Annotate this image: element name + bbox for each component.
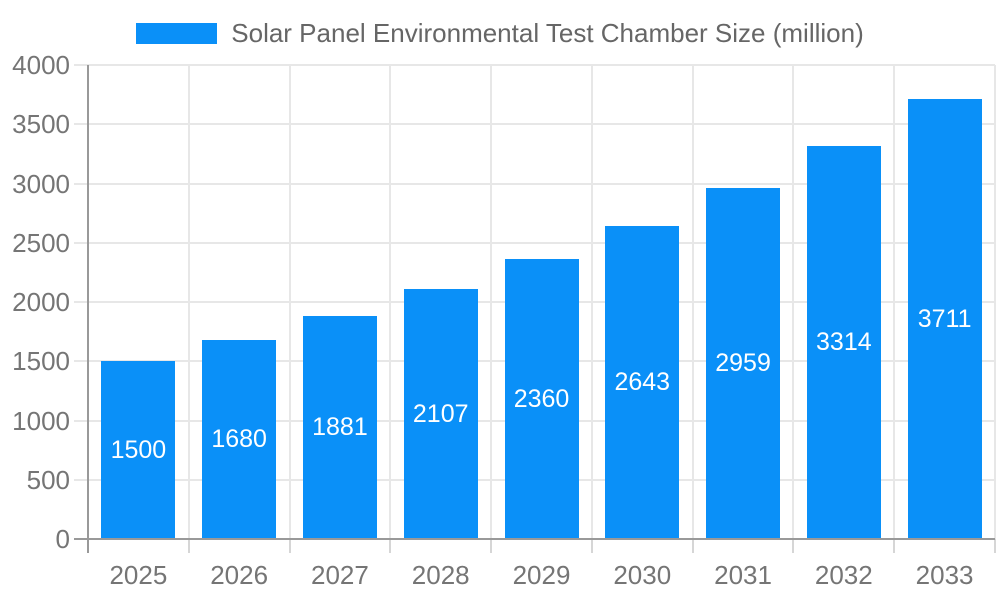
x-axis-tick	[792, 539, 795, 553]
legend-swatch-icon	[136, 22, 218, 44]
bar-2029: 2360	[504, 259, 579, 539]
bar-value-label: 3711	[917, 304, 972, 333]
y-axis-tick	[74, 419, 88, 422]
y-axis-tick	[74, 241, 88, 244]
gridline-vertical	[288, 65, 291, 539]
y-axis-tick	[74, 123, 88, 126]
bar-value-label: 3314	[816, 328, 872, 357]
x-axis-tick	[288, 539, 291, 553]
x-axis-tick-label: 2031	[714, 560, 772, 590]
bar-value-label: 1500	[110, 435, 167, 464]
x-axis-tick	[893, 539, 896, 553]
x-axis-tick-label: 2030	[613, 560, 672, 590]
chart-legend[interactable]: Solar Panel Environmental Test Chamber S…	[0, 17, 1000, 48]
bar-value-label: 1881	[312, 413, 368, 442]
bar-2026: 1680	[202, 339, 277, 539]
bar-value-label: 1680	[211, 424, 267, 453]
bar-value-label: 2959	[715, 349, 771, 378]
y-axis-line	[87, 65, 89, 553]
y-axis-tick-label: 0	[55, 524, 70, 554]
y-axis-tick	[74, 64, 88, 66]
gridline-vertical	[389, 65, 392, 539]
x-axis-tick-label: 2033	[915, 560, 974, 590]
y-axis-tick-label: 3500	[12, 109, 70, 140]
bar-2030: 2643	[605, 225, 680, 539]
y-axis-tick	[74, 360, 88, 363]
bar-2031: 2959	[706, 188, 781, 539]
x-axis-tick	[590, 539, 593, 553]
gridline-vertical	[994, 65, 996, 539]
y-axis-tick-label: 2500	[12, 227, 70, 258]
gridline-vertical	[590, 65, 593, 539]
y-axis-tick-label: 3000	[12, 168, 70, 199]
bar-2033: 3711	[907, 99, 982, 539]
gridline-horizontal	[88, 123, 995, 126]
y-axis-tick	[74, 182, 88, 185]
x-axis-tick-label: 2025	[109, 560, 168, 590]
gridline-vertical	[691, 65, 694, 539]
gridline-vertical	[187, 65, 190, 539]
bar-value-label: 2360	[513, 384, 570, 413]
x-axis-tick	[187, 539, 190, 553]
x-axis-tick-label: 2032	[814, 560, 873, 590]
x-axis-tick-label: 2029	[512, 560, 571, 590]
gridline-horizontal	[88, 64, 995, 66]
x-axis-tick-label: 2028	[411, 560, 470, 590]
y-axis-tick-label: 1000	[12, 405, 70, 436]
x-axis-line	[74, 538, 995, 540]
x-axis-tick-label: 2027	[311, 560, 369, 590]
legend-label: Solar Panel Environmental Test Chamber S…	[231, 17, 864, 48]
gridline-vertical	[893, 65, 896, 539]
x-axis-tick	[691, 539, 694, 553]
bar-value-label: 2643	[614, 367, 671, 396]
y-axis-tick-label: 1500	[12, 346, 70, 377]
x-axis-tick	[490, 539, 493, 553]
x-axis-tick	[389, 539, 392, 553]
gridline-vertical	[490, 65, 493, 539]
bar-2025: 1500	[101, 361, 176, 539]
bar-2028: 2107	[403, 289, 478, 539]
gridline-horizontal	[88, 241, 995, 244]
bar-2027: 1881	[302, 316, 377, 539]
gridline-vertical	[792, 65, 795, 539]
x-axis-tick-label: 2026	[210, 560, 269, 590]
gridline-horizontal	[88, 182, 995, 185]
x-axis-tick	[994, 539, 996, 553]
y-axis-tick	[74, 301, 88, 303]
y-axis-tick-label: 2000	[12, 287, 70, 317]
y-axis-tick	[74, 478, 88, 481]
bar-2032: 3314	[806, 146, 881, 539]
y-axis-tick-label: 4000	[12, 50, 70, 80]
y-axis-tick-label: 500	[26, 464, 70, 495]
bar-value-label: 2107	[412, 399, 469, 428]
